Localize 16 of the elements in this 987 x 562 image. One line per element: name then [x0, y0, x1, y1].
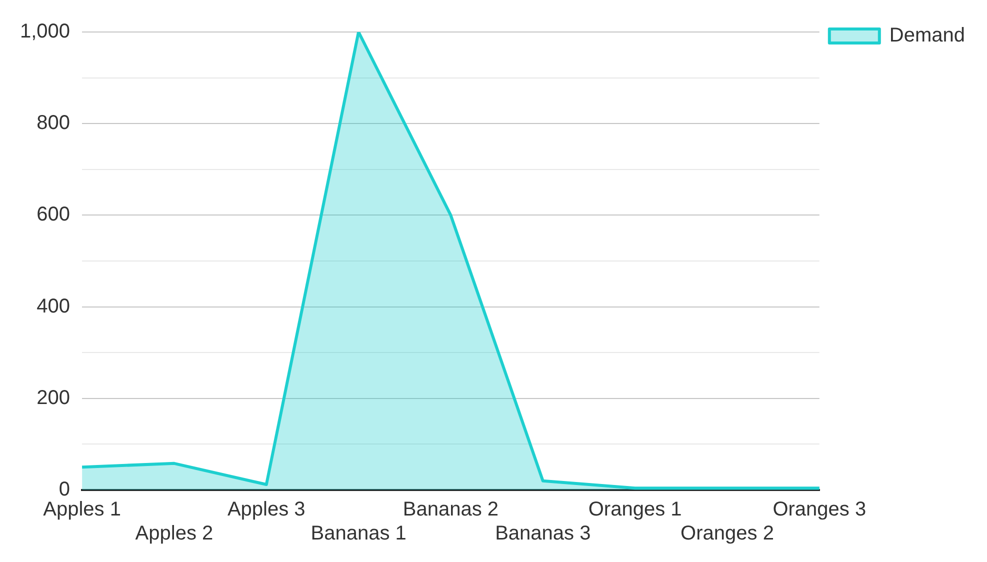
- y-tick-label: 600: [36, 204, 70, 226]
- legend-label: Demand: [889, 24, 966, 47]
- x-tick-label: Oranges 3: [772, 498, 866, 521]
- x-tick-label: Bananas 3: [495, 522, 591, 545]
- y-tick-label: 200: [36, 386, 70, 409]
- y-tick-label: 1,000: [20, 20, 70, 43]
- x-tick-label: Bananas 1: [310, 522, 406, 545]
- x-tick-label: Apples 1: [43, 498, 121, 521]
- x-tick-label: Apples 2: [135, 522, 214, 545]
- y-tick-label: 400: [36, 295, 70, 318]
- y-tick-label: 800: [36, 112, 70, 134]
- x-tick-label: Bananas 2: [402, 498, 499, 521]
- x-tick-label: Apples 3: [227, 498, 306, 521]
- x-tick-label: Oranges 1: [588, 498, 682, 521]
- y-tick-label: 0: [58, 478, 70, 501]
- x-tick-label: Oranges 2: [680, 522, 774, 545]
